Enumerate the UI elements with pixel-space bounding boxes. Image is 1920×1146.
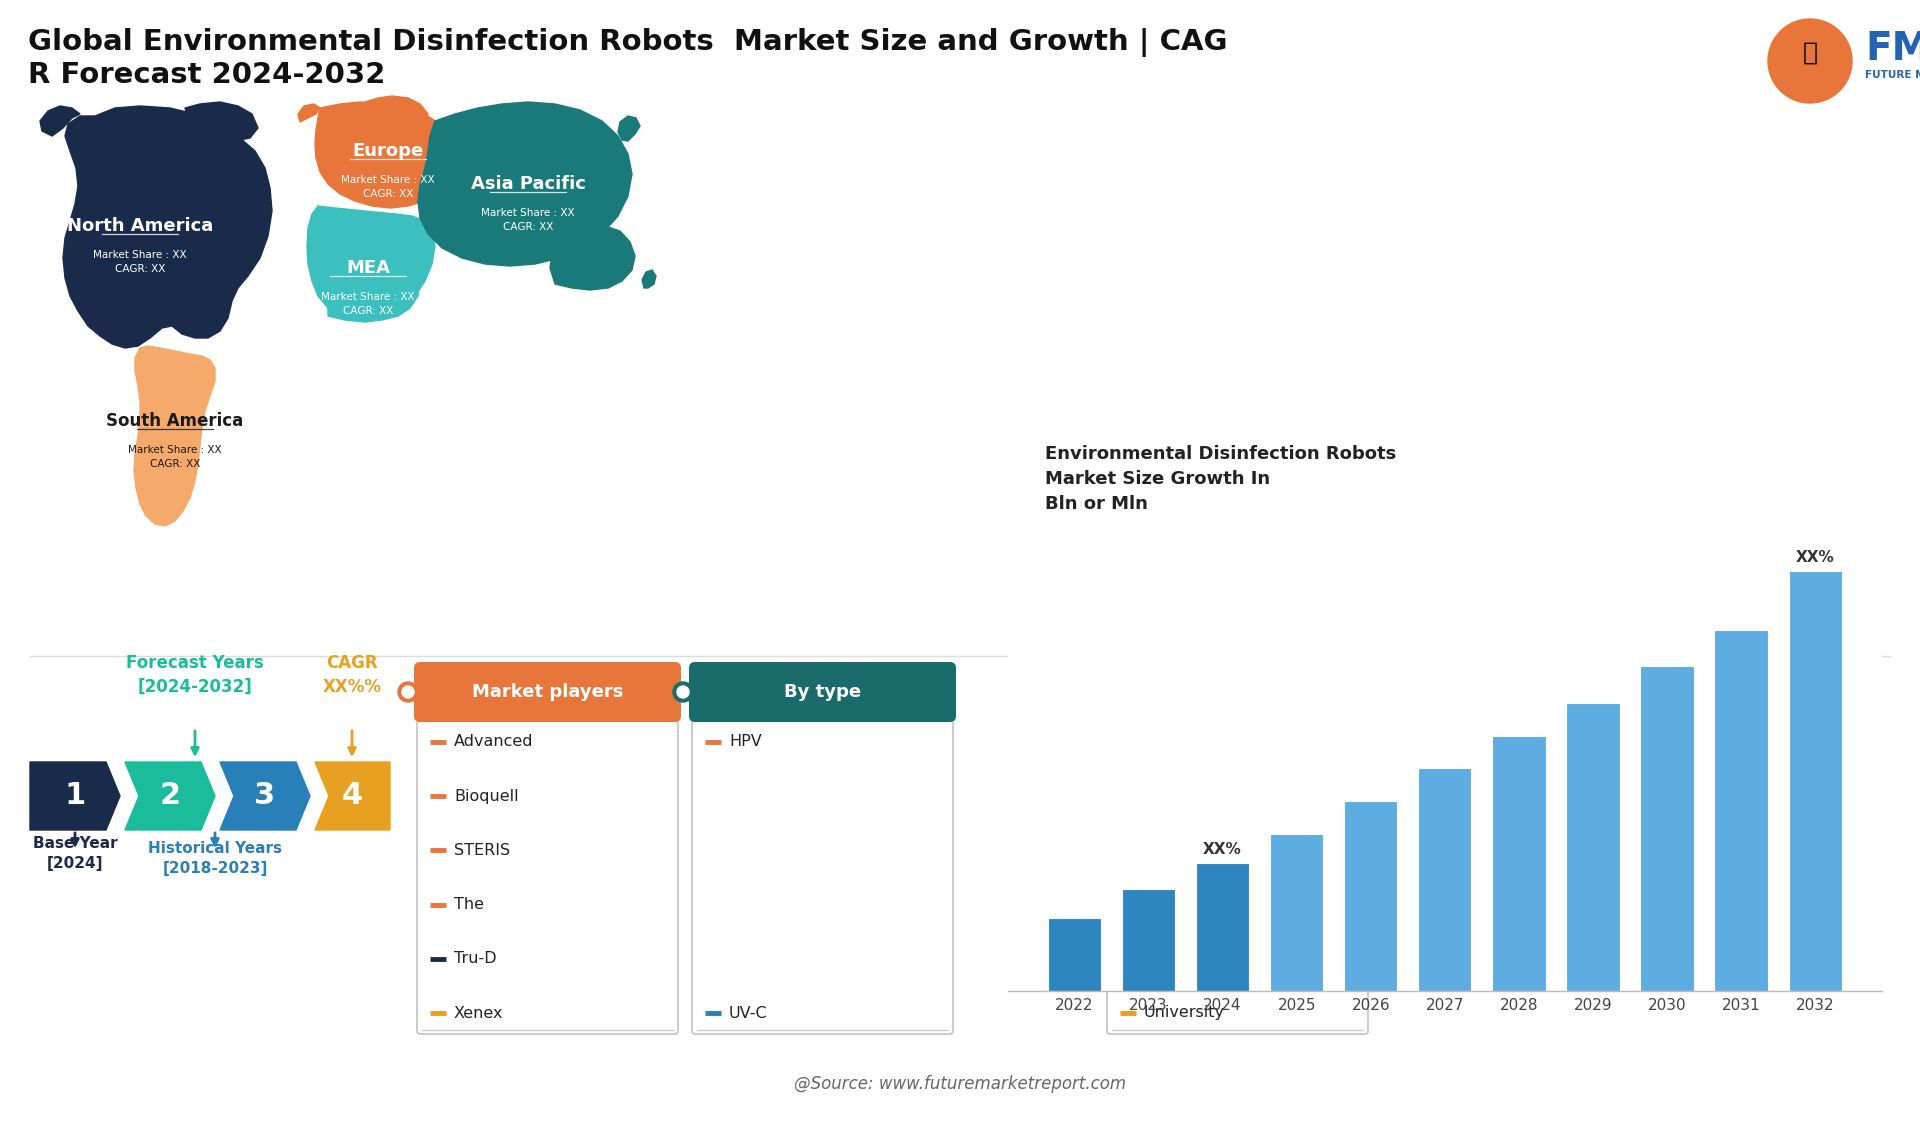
Text: R Forecast 2024-2032: R Forecast 2024-2032 xyxy=(29,61,386,89)
Text: Europe: Europe xyxy=(353,142,424,160)
Polygon shape xyxy=(307,214,420,322)
Text: By application: By application xyxy=(1165,683,1309,701)
Polygon shape xyxy=(641,270,657,288)
Text: Base Year
[2024]: Base Year [2024] xyxy=(33,835,117,871)
Text: CAGR
XX%%: CAGR XX%% xyxy=(323,654,382,696)
Bar xyxy=(1567,702,1620,991)
Text: STERIS: STERIS xyxy=(453,843,511,858)
FancyBboxPatch shape xyxy=(689,662,956,722)
Text: 1: 1 xyxy=(65,782,86,810)
Polygon shape xyxy=(125,762,215,830)
Text: Xenex: Xenex xyxy=(453,1005,503,1020)
Text: 4: 4 xyxy=(342,782,363,810)
Polygon shape xyxy=(315,102,459,209)
Bar xyxy=(1640,666,1693,991)
Circle shape xyxy=(397,682,419,702)
Text: Global Environmental Disinfection Robots  Market Size and Growth | CAG: Global Environmental Disinfection Robots… xyxy=(29,28,1227,57)
Circle shape xyxy=(1768,19,1853,103)
Text: FMR: FMR xyxy=(1864,30,1920,68)
Text: North America: North America xyxy=(67,217,213,235)
Text: Tru-D: Tru-D xyxy=(453,951,497,966)
Polygon shape xyxy=(365,96,428,128)
Bar xyxy=(1344,801,1398,991)
FancyBboxPatch shape xyxy=(415,662,682,722)
Text: Market Share : XX
CAGR: XX: Market Share : XX CAGR: XX xyxy=(94,250,186,274)
Text: 3: 3 xyxy=(255,782,276,810)
Text: The: The xyxy=(453,897,484,912)
Text: Forecast Years
[2024-2032]: Forecast Years [2024-2032] xyxy=(127,654,263,696)
Circle shape xyxy=(1092,686,1104,698)
Text: Others: Others xyxy=(1144,825,1198,840)
Text: Market Share : XX
CAGR: XX: Market Share : XX CAGR: XX xyxy=(482,209,574,231)
FancyBboxPatch shape xyxy=(1104,662,1371,722)
Text: XX%: XX% xyxy=(1204,842,1242,857)
Polygon shape xyxy=(549,226,636,290)
Text: HPV: HPV xyxy=(730,735,762,749)
Text: 2: 2 xyxy=(159,782,180,810)
Polygon shape xyxy=(63,105,273,348)
Text: Research: Research xyxy=(1144,916,1217,931)
Text: UV-C: UV-C xyxy=(730,1005,768,1020)
Text: Market Share : XX
CAGR: XX: Market Share : XX CAGR: XX xyxy=(129,445,223,469)
Circle shape xyxy=(678,686,689,698)
Text: @Source: www.futuremarketreport.com: @Source: www.futuremarketreport.com xyxy=(795,1075,1125,1093)
Polygon shape xyxy=(40,105,81,136)
Polygon shape xyxy=(419,102,632,266)
Bar xyxy=(1419,769,1471,991)
Polygon shape xyxy=(315,762,390,830)
Bar xyxy=(1121,889,1175,991)
Polygon shape xyxy=(221,762,309,830)
FancyBboxPatch shape xyxy=(417,721,678,1034)
Text: Environmental Disinfection Robots
Market Size Growth In
Bln or Mln: Environmental Disinfection Robots Market… xyxy=(1044,445,1396,513)
Text: Historical Years
[2018-2023]: Historical Years [2018-2023] xyxy=(148,841,282,876)
Text: Market Share : XX
CAGR: XX: Market Share : XX CAGR: XX xyxy=(342,175,434,199)
Text: Market Share : XX
CAGR: XX: Market Share : XX CAGR: XX xyxy=(321,292,415,316)
Circle shape xyxy=(674,682,693,702)
Polygon shape xyxy=(31,762,119,830)
Circle shape xyxy=(401,686,415,698)
FancyBboxPatch shape xyxy=(691,721,952,1034)
Bar xyxy=(1715,629,1768,991)
Text: MEA: MEA xyxy=(346,259,390,277)
Bar xyxy=(1269,834,1323,991)
Text: University: University xyxy=(1144,1005,1225,1020)
Polygon shape xyxy=(134,346,215,526)
Text: By type: By type xyxy=(783,683,860,701)
Polygon shape xyxy=(307,206,436,320)
Polygon shape xyxy=(618,116,639,141)
Text: Advanced: Advanced xyxy=(453,735,534,749)
FancyBboxPatch shape xyxy=(1108,721,1367,1034)
Text: Hospital: Hospital xyxy=(1144,735,1210,749)
Text: Asia Pacific: Asia Pacific xyxy=(470,175,586,193)
Text: Market players: Market players xyxy=(472,683,624,701)
Text: 🔭: 🔭 xyxy=(1803,41,1818,65)
Polygon shape xyxy=(298,104,321,121)
Text: FUTURE MARKET REPORT: FUTURE MARKET REPORT xyxy=(1864,70,1920,80)
Text: XX%: XX% xyxy=(1795,550,1836,565)
Bar xyxy=(1789,571,1841,991)
Polygon shape xyxy=(184,102,257,141)
Text: South America: South America xyxy=(106,413,244,430)
Text: Bioquell: Bioquell xyxy=(453,788,518,803)
Bar xyxy=(1196,863,1250,991)
Circle shape xyxy=(1089,682,1108,702)
Bar xyxy=(1492,736,1546,991)
Bar xyxy=(1048,918,1100,991)
